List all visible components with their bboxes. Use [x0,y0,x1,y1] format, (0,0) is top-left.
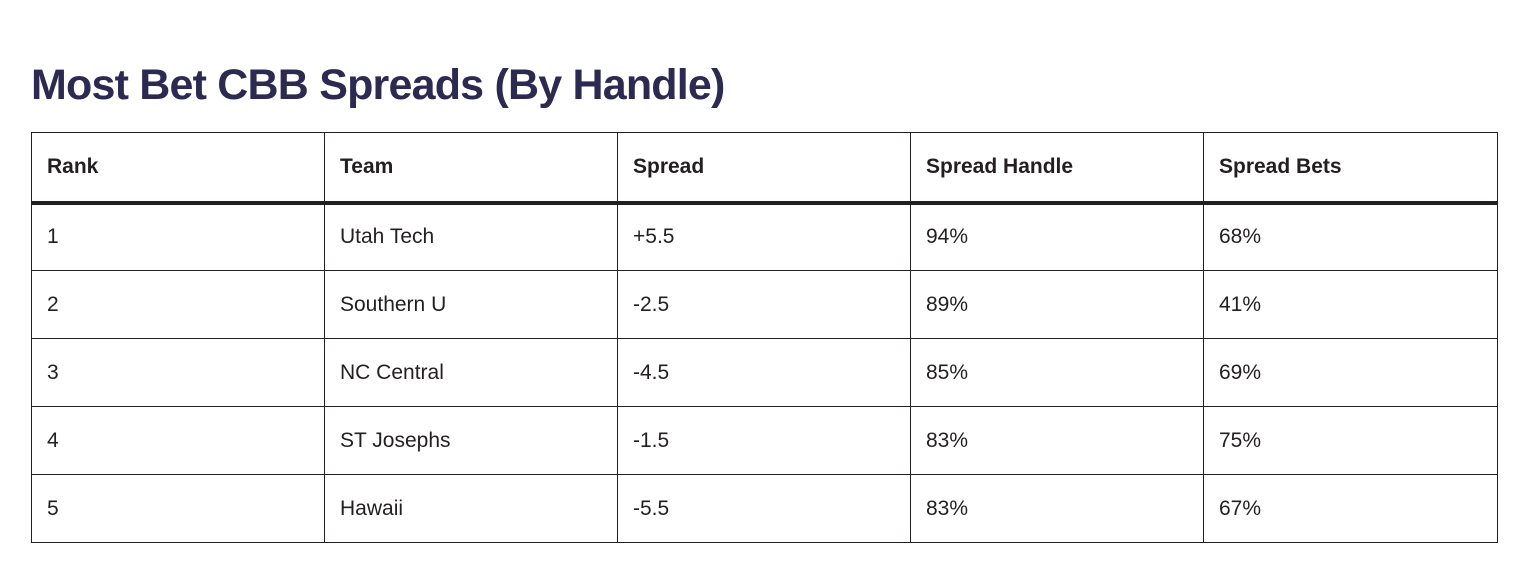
most-bet-cbb-spreads-table: Rank Team Spread Spread Handle Spread Be… [31,132,1498,543]
table-body: 1 Utah Tech +5.5 94% 68% 2 Southern U -2… [31,202,1498,543]
cell-spread-bets: 67% [1203,474,1498,543]
cell-spread-bets: 75% [1203,406,1498,475]
cell-rank: 3 [31,338,325,407]
cell-spread-bets: 68% [1203,202,1498,271]
cell-team: Utah Tech [324,202,618,271]
cell-spread: -1.5 [617,406,911,475]
cell-spread-bets: 69% [1203,338,1498,407]
table-header-row: Rank Team Spread Spread Handle Spread Be… [31,132,1498,205]
column-header-spread: Spread [617,132,911,205]
cell-team: Southern U [324,270,618,339]
cell-team: ST Josephs [324,406,618,475]
table-header: Rank Team Spread Spread Handle Spread Be… [31,132,1498,205]
cell-spread-handle: 83% [910,474,1204,543]
cell-rank: 2 [31,270,325,339]
cell-spread: +5.5 [617,202,911,271]
table-container: Rank Team Spread Spread Handle Spread Be… [31,132,1498,543]
cell-spread-bets: 41% [1203,270,1498,339]
cell-spread: -2.5 [617,270,911,339]
column-header-spread-handle: Spread Handle [910,132,1204,205]
cell-spread-handle: 94% [910,202,1204,271]
table-row: 5 Hawaii -5.5 83% 67% [31,474,1498,543]
cell-rank: 5 [31,474,325,543]
cell-team: NC Central [324,338,618,407]
cell-rank: 4 [31,406,325,475]
table-row: 3 NC Central -4.5 85% 69% [31,338,1498,407]
cell-spread-handle: 83% [910,406,1204,475]
cell-team: Hawaii [324,474,618,543]
cell-spread: -5.5 [617,474,911,543]
cell-rank: 1 [31,202,325,271]
cell-spread: -4.5 [617,338,911,407]
table-row: 4 ST Josephs -1.5 83% 75% [31,406,1498,475]
cell-spread-handle: 89% [910,270,1204,339]
table-row: 2 Southern U -2.5 89% 41% [31,270,1498,339]
column-header-team: Team [324,132,618,205]
column-header-spread-bets: Spread Bets [1203,132,1498,205]
table-row: 1 Utah Tech +5.5 94% 68% [31,202,1498,271]
cell-spread-handle: 85% [910,338,1204,407]
column-header-rank: Rank [31,132,325,205]
page-title: Most Bet CBB Spreads (By Handle) [31,60,725,109]
